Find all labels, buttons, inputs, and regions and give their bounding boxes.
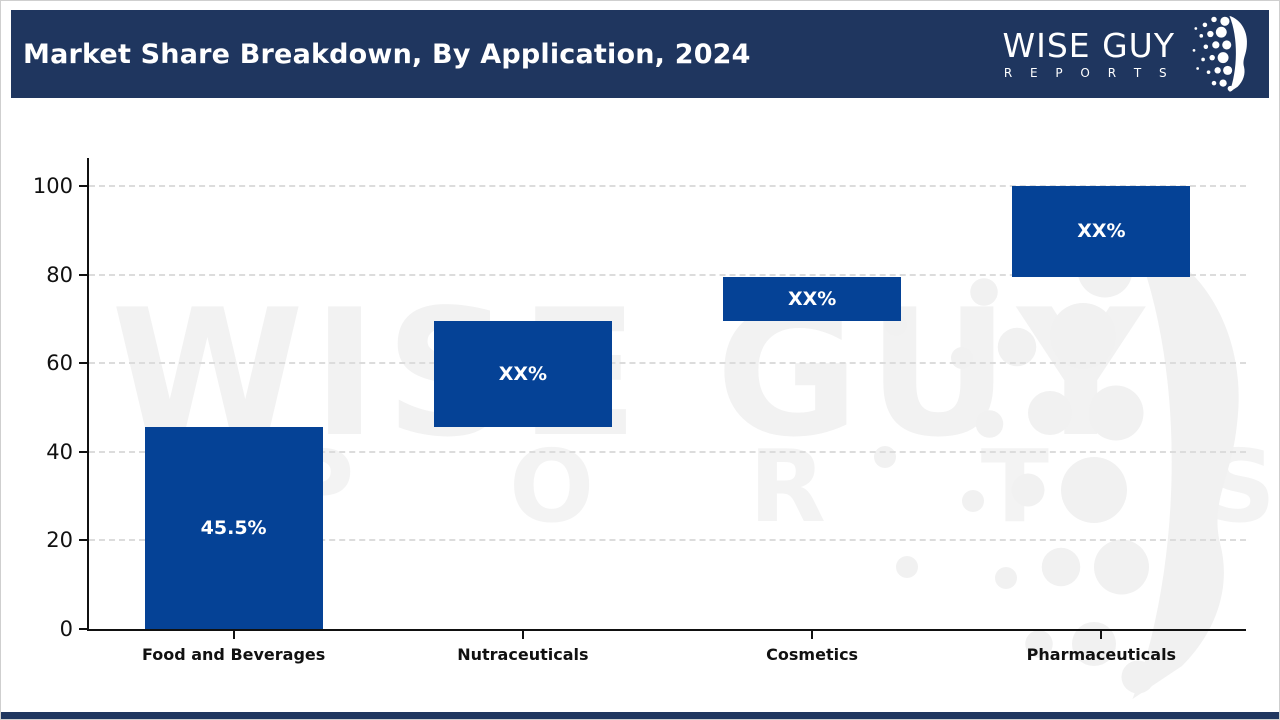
- brand-name: WISE GUY: [1002, 26, 1175, 65]
- y-tick-label-40: 40: [46, 439, 73, 464]
- bar-pharmaceuticals: [1012, 186, 1191, 277]
- gridline-40: [89, 450, 1246, 453]
- x-category-label: Pharmaceuticals: [1026, 645, 1177, 664]
- bar-value-label: XX%: [1077, 220, 1126, 243]
- y-tick-40: [79, 450, 87, 453]
- header-band: Market Share Breakdown, By Application, …: [11, 10, 1269, 98]
- y-tick-80: [79, 273, 87, 276]
- x-tick-3: [1100, 631, 1103, 639]
- plot-area: 0 20 40 60 80 100 45.5% Food and Beverages XX% Nu…: [33, 158, 1246, 664]
- brand-logo: WISE GUY R E P O R T S: [1002, 14, 1251, 94]
- bar-value-label: XX%: [787, 287, 837, 310]
- y-tick-label-0: 0: [59, 617, 73, 641]
- x-tick-1: [521, 631, 524, 639]
- x-tick-0: [232, 631, 235, 639]
- bar-nutraceuticals: [433, 321, 612, 428]
- bar-value-label: XX%: [498, 363, 548, 386]
- bar-value-label: 45.5%: [200, 517, 267, 540]
- gridline-20: [89, 539, 1246, 542]
- y-tick-0: [79, 628, 87, 630]
- footer-bar: [1, 712, 1279, 719]
- x-category-label: Cosmetics: [766, 645, 859, 664]
- chart-region: WISE GUY P O R T S 0 20 40 60 80 100 45.5% Fo: [1, 98, 1279, 712]
- x-axis-line: [87, 629, 1246, 631]
- y-tick-60: [79, 362, 87, 365]
- y-tick-label-60: 60: [46, 351, 73, 376]
- gridline-100: [89, 185, 1246, 187]
- y-tick-label-80: 80: [46, 262, 73, 287]
- y-tick-100: [79, 185, 87, 187]
- brand-subname: R E P O R T S: [1003, 66, 1174, 80]
- y-tick-label-100: 100: [32, 174, 73, 198]
- head-profile-dots-icon: [1192, 15, 1248, 93]
- gridline-60: [89, 362, 1246, 365]
- brand-logo-text: WISE GUY R E P O R T S: [1002, 29, 1175, 79]
- bar-food-and-beverages: [144, 427, 323, 629]
- x-category-label: Food and Beverages: [141, 645, 326, 664]
- x-tick-2: [811, 631, 814, 639]
- page-title: Market Share Breakdown, By Application, …: [23, 38, 751, 70]
- y-tick-label-20: 20: [46, 528, 73, 553]
- bar-cosmetics: [723, 276, 902, 322]
- x-category-label: Nutraceuticals: [457, 645, 589, 664]
- gridline-80: [89, 273, 1246, 276]
- y-axis-line: [87, 158, 89, 631]
- y-tick-20: [79, 539, 87, 542]
